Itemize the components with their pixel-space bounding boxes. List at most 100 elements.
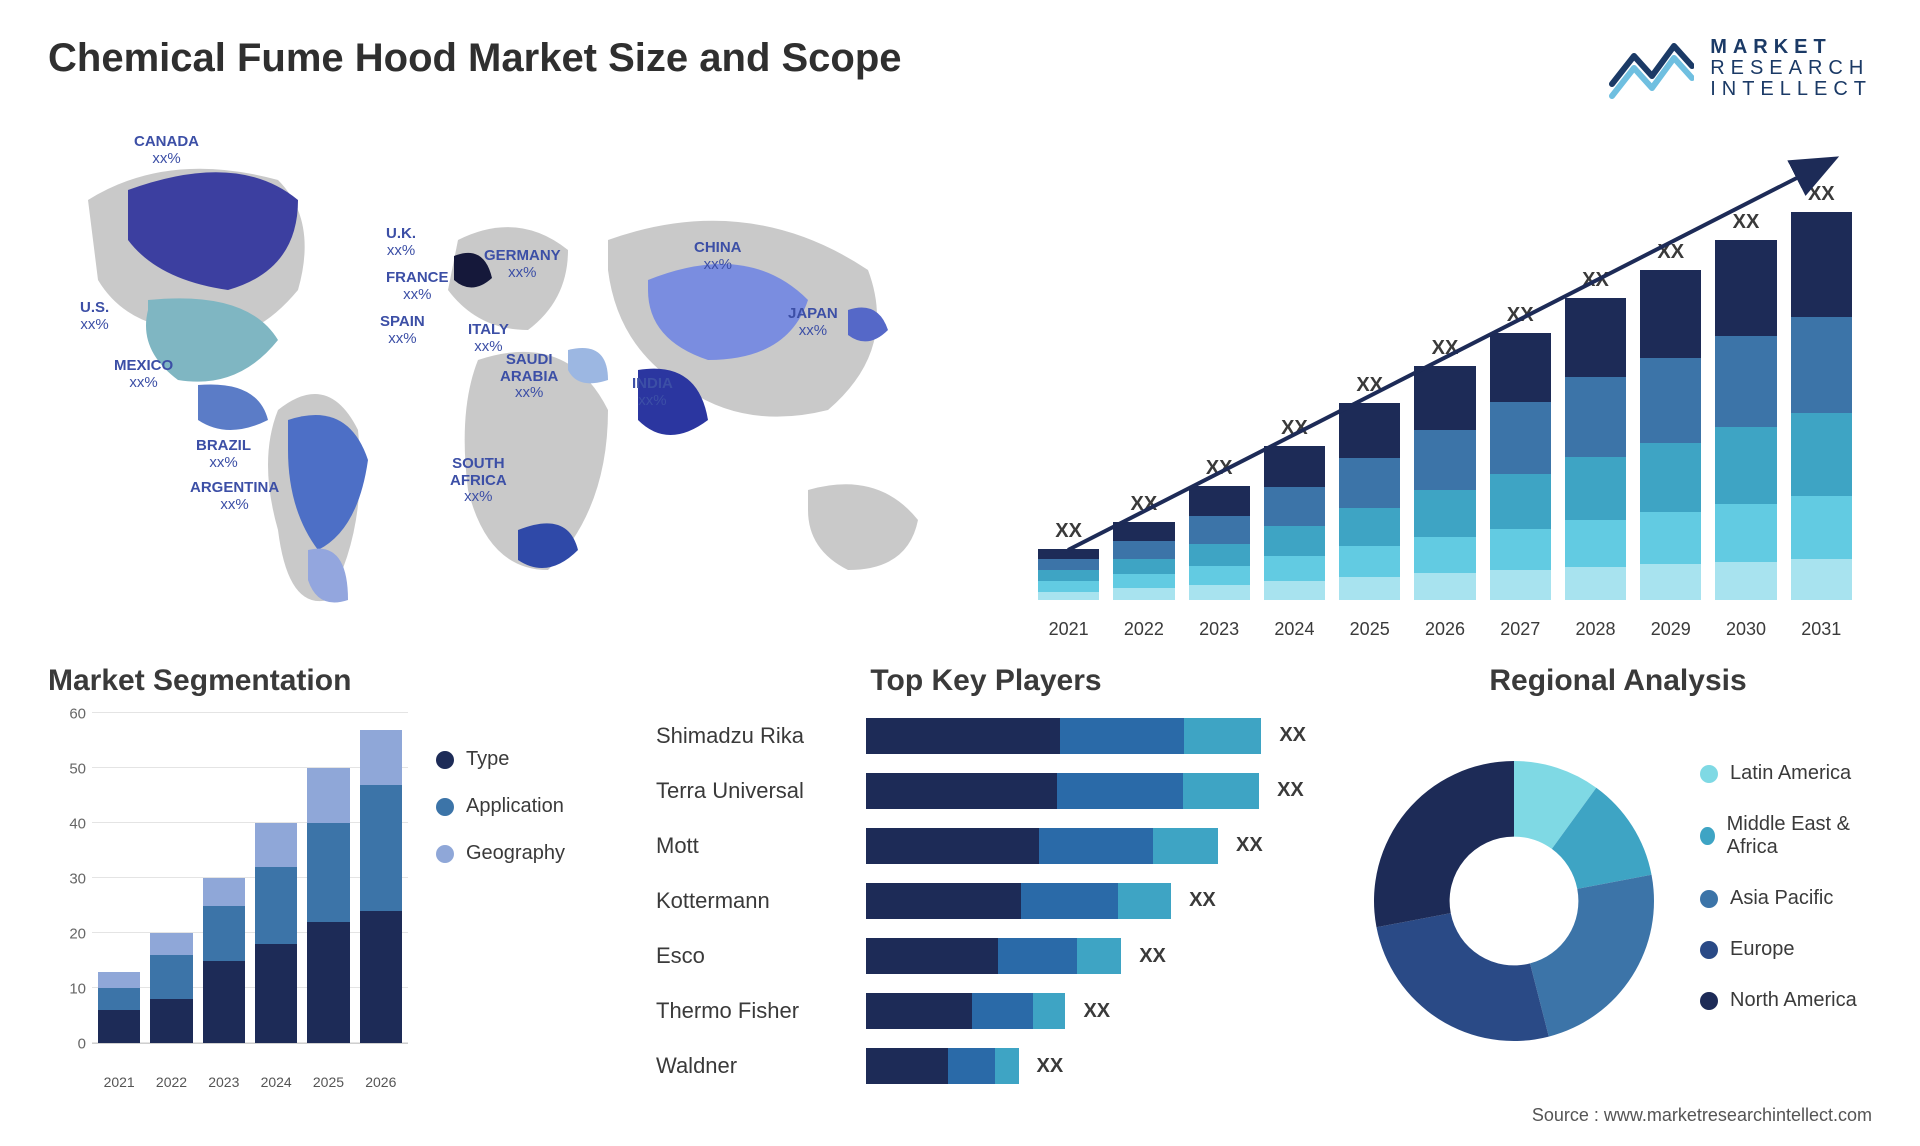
map-label-spain: SPAINxx% xyxy=(380,314,425,347)
forecast-segment xyxy=(1264,526,1325,556)
forecast-segment xyxy=(1038,592,1099,600)
forecast-value-label: XX xyxy=(1131,493,1158,516)
regional-panel: Regional Analysis Latin AmericaMiddle Ea… xyxy=(1364,664,1872,1094)
segmentation-y-tick: 60 xyxy=(48,706,86,723)
map-label-india: INDIAxx% xyxy=(632,376,673,409)
regional-legend-item: Asia Pacific xyxy=(1700,887,1872,910)
forecast-segment xyxy=(1414,430,1475,491)
forecast-chart: XXXXXXXXXXXXXXXXXXXXXX 20212022202320242… xyxy=(1028,130,1872,640)
segmentation-segment xyxy=(255,867,297,944)
forecast-year-label: 2028 xyxy=(1565,619,1626,640)
key-player-row: XX xyxy=(866,883,1306,919)
key-player-segment xyxy=(995,1048,1018,1084)
regional-legend-item: North America xyxy=(1700,989,1872,1012)
segmentation-year-label: 2022 xyxy=(150,1074,192,1090)
segmentation-legend-item: Type xyxy=(436,748,608,771)
key-player-row: XX xyxy=(866,1048,1306,1084)
forecast-segment xyxy=(1339,508,1400,547)
forecast-value-label: XX xyxy=(1281,417,1308,440)
forecast-bar-2025: XX xyxy=(1339,374,1400,600)
segmentation-bar-2026 xyxy=(360,730,402,1044)
forecast-segment xyxy=(1715,336,1776,427)
forecast-segment xyxy=(1339,458,1400,508)
key-player-segment xyxy=(866,718,1060,754)
forecast-segment xyxy=(1264,581,1325,600)
map-label-saudi-arabia: SAUDIARABIAxx% xyxy=(500,352,558,402)
segmentation-segment xyxy=(360,785,402,912)
key-player-name: Esco xyxy=(656,943,866,969)
forecast-year-label: 2027 xyxy=(1490,619,1551,640)
key-player-segment xyxy=(866,828,1039,864)
map-label-italy: ITALYxx% xyxy=(468,322,509,355)
regional-slice xyxy=(1376,913,1548,1041)
segmentation-panel: Market Segmentation 01020304050602021202… xyxy=(48,664,608,1094)
key-player-value: XX xyxy=(1037,1055,1064,1078)
forecast-segment xyxy=(1565,520,1626,567)
brand-logo-text: MARKET RESEARCH INTELLECT xyxy=(1710,37,1872,100)
legend-label: Application xyxy=(466,795,564,818)
segmentation-y-tick: 30 xyxy=(48,871,86,888)
key-player-segment xyxy=(866,883,1021,919)
segmentation-title: Market Segmentation xyxy=(48,664,608,698)
forecast-bar-2031: XX xyxy=(1791,183,1852,600)
forecast-segment xyxy=(1414,490,1475,537)
segmentation-segment xyxy=(203,878,245,906)
segmentation-year-label: 2026 xyxy=(360,1074,402,1090)
key-player-segment xyxy=(1153,828,1218,864)
segmentation-bar-2021 xyxy=(98,972,140,1044)
legend-swatch xyxy=(436,751,454,769)
forecast-bar-2027: XX xyxy=(1490,304,1551,600)
legend-label: Type xyxy=(466,748,509,771)
segmentation-segment xyxy=(255,823,297,867)
brand-logo-line1: MARKET xyxy=(1710,37,1872,58)
forecast-segment xyxy=(1565,298,1626,378)
key-player-name: Mott xyxy=(656,833,866,859)
forecast-segment xyxy=(1640,512,1701,564)
header: Chemical Fume Hood Market Size and Scope… xyxy=(48,36,1872,100)
forecast-segment xyxy=(1715,427,1776,504)
segmentation-segment xyxy=(307,823,349,922)
forecast-segment xyxy=(1113,574,1174,588)
source-line: Source : www.marketresearchintellect.com xyxy=(1532,1105,1872,1126)
key-player-segment xyxy=(866,938,998,974)
key-player-segment xyxy=(948,1048,995,1084)
map-label-germany: GERMANYxx% xyxy=(484,248,561,281)
forecast-segment xyxy=(1490,474,1551,529)
forecast-value-label: XX xyxy=(1055,520,1082,543)
key-player-name: Terra Universal xyxy=(656,778,866,804)
key-player-segment xyxy=(972,993,1034,1029)
forecast-year-label: 2021 xyxy=(1038,619,1099,640)
forecast-year-label: 2030 xyxy=(1715,619,1776,640)
legend-swatch xyxy=(1700,890,1718,908)
brand-logo-line3: INTELLECT xyxy=(1710,79,1872,100)
regional-donut xyxy=(1364,751,1664,1051)
segmentation-segment xyxy=(307,922,349,1043)
regional-title: Regional Analysis xyxy=(1364,664,1872,698)
map-label-china: CHINAxx% xyxy=(694,240,742,273)
forecast-year-label: 2029 xyxy=(1640,619,1701,640)
map-label-mexico: MEXICOxx% xyxy=(114,358,173,391)
forecast-segment xyxy=(1038,559,1099,570)
key-player-name: Kottermann xyxy=(656,888,866,914)
forecast-value-label: XX xyxy=(1507,304,1534,327)
forecast-value-label: XX xyxy=(1733,211,1760,234)
key-players-title: Top Key Players xyxy=(656,664,1316,698)
segmentation-y-tick: 20 xyxy=(48,926,86,943)
forecast-segment xyxy=(1565,377,1626,457)
segmentation-year-label: 2024 xyxy=(255,1074,297,1090)
forecast-segment xyxy=(1264,556,1325,581)
segmentation-legend: TypeApplicationGeography xyxy=(408,708,608,1094)
forecast-year-label: 2026 xyxy=(1414,619,1475,640)
segmentation-segment xyxy=(150,955,192,999)
regional-legend-item: Europe xyxy=(1700,938,1872,961)
map-label-u-k-: U.K.xx% xyxy=(386,226,416,259)
key-player-value: XX xyxy=(1279,724,1306,747)
legend-label: Europe xyxy=(1730,938,1795,961)
forecast-bar-2028: XX xyxy=(1565,269,1626,601)
legend-swatch xyxy=(1700,992,1718,1010)
forecast-year-label: 2023 xyxy=(1189,619,1250,640)
segmentation-bar-2025 xyxy=(307,768,349,1043)
forecast-value-label: XX xyxy=(1657,241,1684,264)
segmentation-bar-2024 xyxy=(255,823,297,1043)
forecast-segment xyxy=(1791,317,1852,413)
